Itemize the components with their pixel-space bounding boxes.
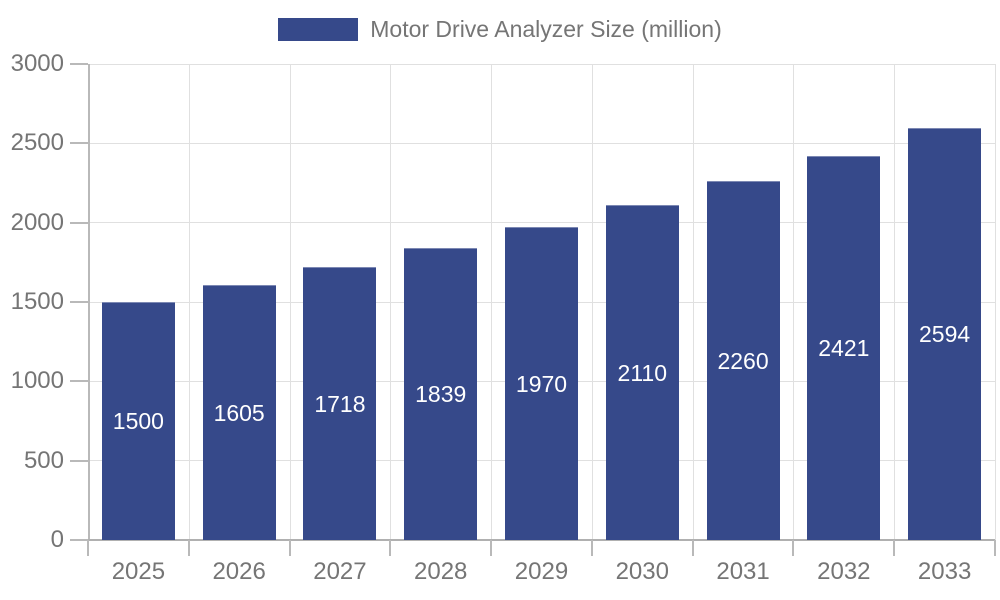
y-axis-tick-label: 2000 <box>10 208 64 236</box>
x-axis-tick <box>87 540 89 556</box>
x-axis-tick <box>187 540 190 556</box>
y-axis-tick <box>70 142 88 145</box>
y-axis-tick-label: 2500 <box>10 129 64 157</box>
legend[interactable]: Motor Drive Analyzer Size (million) <box>0 16 1000 43</box>
y-axis-tick-label: 500 <box>23 446 64 474</box>
x-axis-tick-label: 2027 <box>313 558 367 585</box>
x-axis-tick <box>893 540 896 556</box>
x-axis-tick <box>792 540 795 556</box>
x-axis-tick-label: 2028 <box>414 558 468 585</box>
x-axis-tick <box>994 540 996 556</box>
bar-2031[interactable] <box>706 181 780 540</box>
bar-value-label: 1500 <box>112 408 164 434</box>
x-axis-tick <box>389 540 392 556</box>
x-axis-tick <box>490 540 493 556</box>
gridline-vertical <box>491 64 493 540</box>
y-axis-tick <box>70 380 88 383</box>
bar-value-label: 2260 <box>717 347 769 374</box>
y-axis-tick-label: 3000 <box>10 50 64 77</box>
y-axis-tick-label: 1000 <box>10 367 64 395</box>
gridline-vertical <box>591 64 593 540</box>
bar-value-label: 1970 <box>515 370 568 397</box>
bar-2029[interactable] <box>505 227 578 540</box>
y-axis-tick <box>70 221 88 224</box>
x-axis-tick-label: 2031 <box>716 558 770 585</box>
bar-2027[interactable] <box>303 267 377 540</box>
x-axis-tick-label: 2033 <box>917 558 972 585</box>
y-axis-line <box>88 64 90 540</box>
bar-2028[interactable] <box>404 248 478 540</box>
bar-value-label: 1605 <box>213 399 265 426</box>
legend-swatch <box>278 18 359 41</box>
bar-value-label: 1718 <box>314 390 366 417</box>
bar-2026[interactable] <box>202 285 276 540</box>
bar-value-label: 2421 <box>818 334 870 361</box>
gridline-vertical <box>995 64 996 540</box>
x-axis-tick-label: 2029 <box>514 558 569 585</box>
gridline-horizontal <box>88 222 995 224</box>
bar-value-label: 1839 <box>415 381 467 408</box>
x-axis-tick-label: 2032 <box>817 558 871 585</box>
y-axis-tick <box>70 301 88 303</box>
gridline-horizontal <box>88 63 995 65</box>
y-axis-tick <box>70 459 88 462</box>
legend-label: Motor Drive Analyzer Size (million) <box>370 16 722 42</box>
y-axis-tick <box>70 63 88 65</box>
x-axis-tick-label: 2026 <box>212 558 266 585</box>
bar-value-label: 2594 <box>919 321 971 348</box>
x-axis-tick <box>691 540 694 556</box>
gridline-vertical <box>289 64 291 540</box>
gridline-vertical <box>894 64 896 540</box>
x-axis-tick-label: 2025 <box>111 558 166 585</box>
y-axis-tick-label: 0 <box>50 526 64 553</box>
gridline-vertical <box>793 64 795 540</box>
x-axis-line <box>88 539 995 541</box>
gridline-vertical <box>188 64 190 540</box>
bar-2032[interactable] <box>807 155 881 540</box>
gridline-vertical <box>390 64 392 540</box>
bar-2033[interactable] <box>908 128 982 540</box>
gridline-horizontal <box>88 142 995 144</box>
gridline-vertical <box>692 64 694 540</box>
x-axis-tick <box>288 540 291 556</box>
y-axis-tick <box>70 539 88 541</box>
bar-2030[interactable] <box>605 205 679 540</box>
y-axis-tick-label: 1500 <box>10 288 64 315</box>
x-axis-tick-label: 2030 <box>615 558 669 585</box>
bar-value-label: 2110 <box>617 359 667 386</box>
x-axis-tick <box>590 540 593 556</box>
bar-2025[interactable] <box>101 302 175 540</box>
